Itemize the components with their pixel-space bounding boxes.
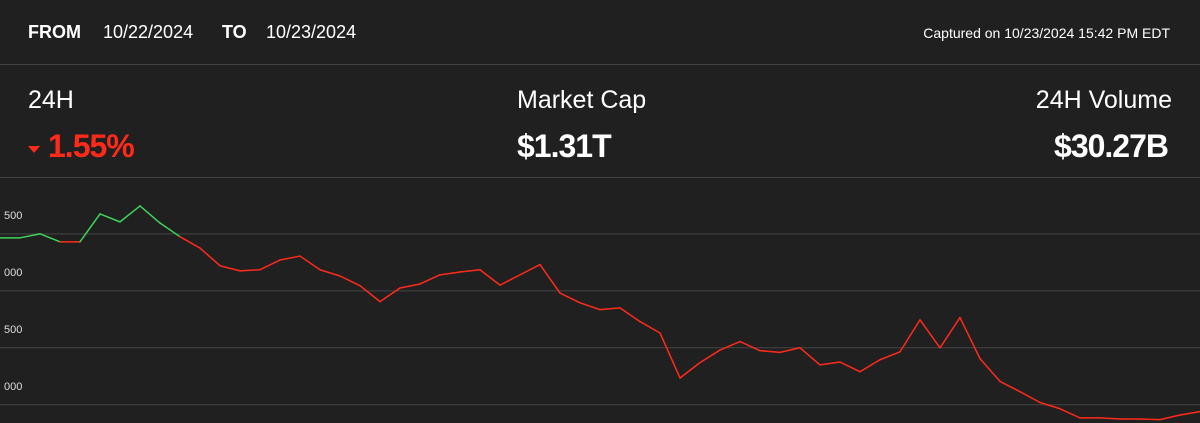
down-arrow	[28, 146, 40, 153]
price-line-segment	[459, 268, 481, 273]
price-line-segment	[259, 259, 281, 271]
price-line-segment	[119, 205, 141, 223]
price-line-segment	[479, 268, 501, 286]
stat-label: 24H	[28, 86, 74, 114]
price-line-segment	[539, 263, 561, 294]
stat-label: 24H Volume	[1035, 86, 1172, 114]
price-line-segment	[499, 274, 521, 286]
stat-value: 1.55%	[48, 128, 135, 164]
price-line-segment	[1019, 390, 1041, 404]
price-line-segment	[219, 264, 241, 272]
to-date: 10/23/2024	[266, 22, 357, 42]
price-line-segment	[719, 340, 741, 351]
price-line-segment	[159, 222, 181, 238]
price-line-segment	[519, 263, 541, 276]
price-line-segment	[779, 347, 801, 354]
from-date: 10/22/2024	[103, 22, 194, 42]
price-line-segment	[379, 287, 401, 303]
captured-time: Captured on 10/23/2024 15:42 PM EDT	[923, 25, 1170, 41]
price-line-segment	[619, 307, 641, 323]
price-line-segment	[39, 233, 61, 243]
price-line-segment	[919, 319, 941, 349]
price-line-segment	[179, 235, 201, 249]
price-line-segment	[1179, 410, 1200, 416]
price-line-segment	[1139, 418, 1161, 421]
y-tick-label: 000	[4, 267, 22, 279]
price-line-segment	[339, 275, 361, 287]
price-line-segment	[1099, 417, 1121, 420]
price-line-segment	[939, 316, 961, 349]
stat-value: $1.31T	[517, 128, 612, 164]
price-line-segment	[399, 283, 421, 289]
divider	[0, 177, 1200, 178]
price-line-segment	[439, 271, 461, 276]
stat-value: $30.27B	[1054, 128, 1169, 164]
price-line-segment	[279, 255, 301, 261]
price-line-segment	[739, 340, 761, 352]
price-line-segment	[799, 347, 821, 366]
price-line-segment	[879, 351, 901, 361]
price-line-segment	[639, 320, 661, 334]
price-line-segment	[999, 380, 1021, 393]
price-line-segment	[579, 302, 601, 311]
y-tick-label: 500	[4, 210, 22, 222]
price-line-segment	[1039, 401, 1061, 410]
y-tick-label: 500	[4, 324, 22, 336]
price-line-segment	[199, 247, 221, 267]
price-line-segment	[659, 332, 681, 379]
price-line-segment	[819, 361, 841, 366]
price-line-segment	[559, 292, 581, 304]
price-line-segment	[679, 361, 701, 379]
price-chart: 500 000 500 000	[0, 205, 1200, 421]
y-tick-label: 000	[4, 381, 22, 393]
price-line-segment	[79, 213, 101, 243]
price-line-segment	[599, 307, 621, 311]
price-line-segment	[419, 274, 441, 285]
price-line-segment	[699, 349, 721, 364]
price-line-segment	[859, 359, 881, 373]
price-line-segment	[139, 205, 161, 224]
price-line-segment	[19, 233, 41, 239]
divider	[0, 64, 1200, 65]
price-line-segment	[979, 357, 1001, 383]
price-line-segment	[899, 319, 921, 353]
price-line-segment	[239, 268, 261, 272]
price-line-segment	[359, 284, 381, 303]
price-line-segment	[299, 255, 321, 271]
price-line-segment	[759, 349, 781, 354]
price-line-segment	[99, 213, 121, 223]
price-line-segment	[839, 361, 861, 373]
price-line-segment	[319, 268, 341, 277]
price-line-segment	[1059, 408, 1081, 419]
stat-label: Market Cap	[517, 86, 647, 114]
price-line-segment	[1159, 414, 1181, 421]
price-line-segment	[959, 316, 981, 360]
from-label: FROM	[28, 22, 81, 42]
to-label: TO	[222, 22, 247, 42]
